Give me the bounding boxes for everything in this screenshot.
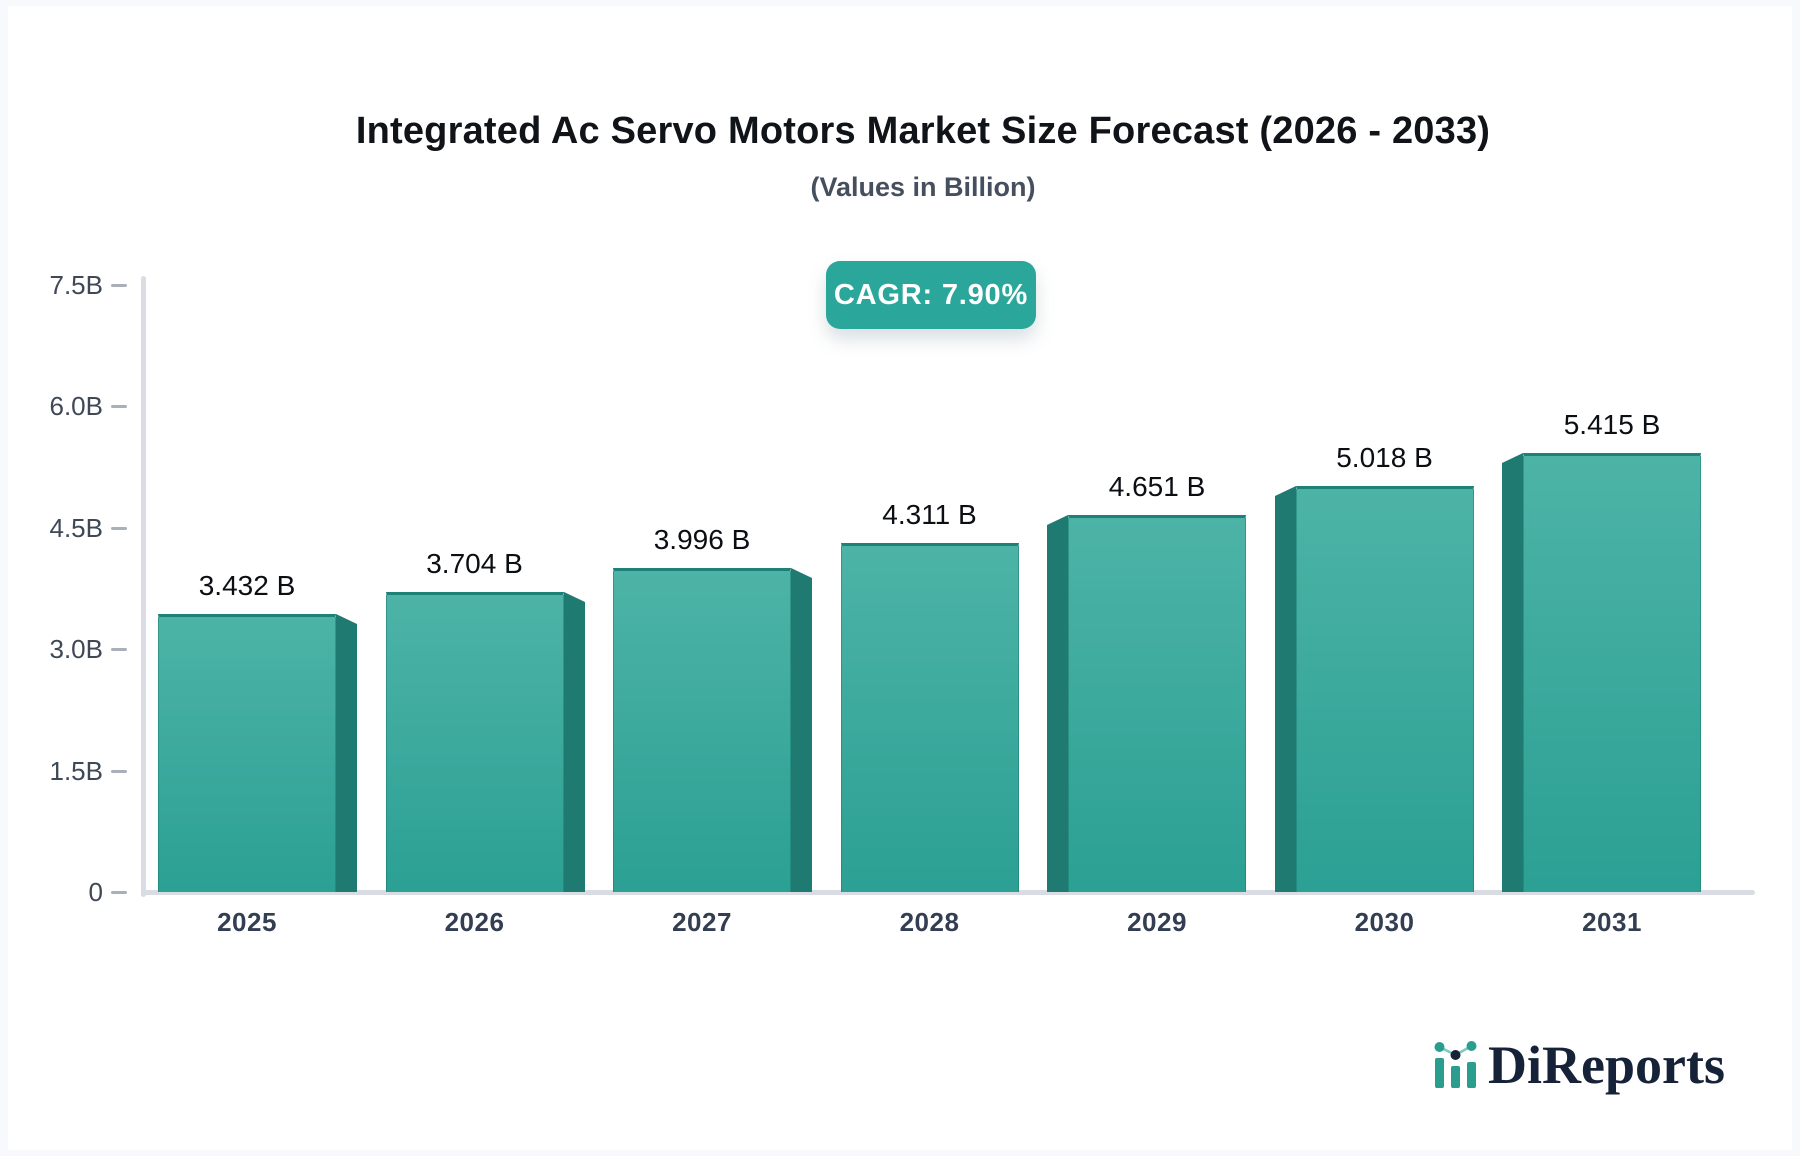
brand-logo: DiReports: [1432, 1036, 1725, 1094]
bar: [613, 568, 791, 892]
plot-area: 7.5B 6.0B 4.5B 3.0B 1.5B 0 3.432 B 2025 3.704 B 2…: [8, 6, 1792, 1150]
bar: [386, 592, 564, 892]
y-axis-label: 1.5B: [49, 755, 104, 786]
y-axis-tick: [111, 526, 127, 530]
y-axis-tick: [111, 405, 127, 408]
y-axis-label: 3.0B: [49, 634, 104, 664]
x-axis-label: 2030: [1354, 907, 1415, 937]
bar-side-3d: [1275, 486, 1296, 892]
y-axis-tick: [111, 283, 127, 287]
bar: [1296, 486, 1474, 892]
chart-card: Integrated Ac Servo Motors Market Size F…: [8, 6, 1792, 1150]
bar-side-3d: [336, 614, 357, 892]
bar-side-3d: [564, 592, 585, 892]
bar-value-label: 3.704 B: [426, 548, 523, 579]
cagr-badge: CAGR: 7.90%: [826, 261, 1036, 329]
bar-side-3d: [1047, 515, 1068, 892]
y-axis-label: 6.0B: [49, 391, 104, 421]
x-axis-label: 2029: [1127, 907, 1187, 937]
bar: [841, 543, 1019, 892]
x-axis-label: 2031: [1582, 907, 1642, 937]
bar-side-3d: [791, 568, 812, 892]
x-axis-label: 2028: [899, 907, 960, 937]
x-axis-line: [141, 890, 1755, 895]
y-axis-tick: [111, 891, 127, 894]
bar-value-label: 5.415 B: [1563, 409, 1661, 440]
y-axis-label: 7.5B: [49, 269, 104, 300]
bar: [158, 614, 336, 892]
bar-side-3d: [1502, 453, 1523, 892]
bar-value-label: 4.311 B: [882, 499, 977, 530]
x-axis-label: 2027: [672, 907, 732, 937]
x-axis-label: 2025: [217, 907, 277, 937]
logo-text: DiReports: [1488, 1035, 1725, 1095]
x-axis-label: 2026: [444, 907, 505, 937]
bar-value-label: 3.432 B: [198, 570, 296, 601]
y-axis-label: 4.5B: [49, 512, 104, 543]
y-axis-tick: [111, 648, 127, 651]
bar: [1068, 515, 1246, 892]
bar-value-label: 4.651 B: [1108, 471, 1206, 502]
y-axis-line: [141, 276, 146, 897]
chart-title: Integrated Ac Servo Motors Market Size F…: [355, 110, 1491, 152]
bar-value-label: 5.018 B: [1336, 442, 1433, 473]
bar-line-chart-icon: [1434, 1041, 1477, 1088]
y-axis-label: 0: [88, 877, 103, 907]
bar-value-label: 3.996 B: [653, 524, 751, 555]
chart-subtitle: (Values in Billion): [810, 172, 1036, 202]
y-axis-tick: [111, 769, 127, 773]
bar: [1523, 453, 1701, 892]
